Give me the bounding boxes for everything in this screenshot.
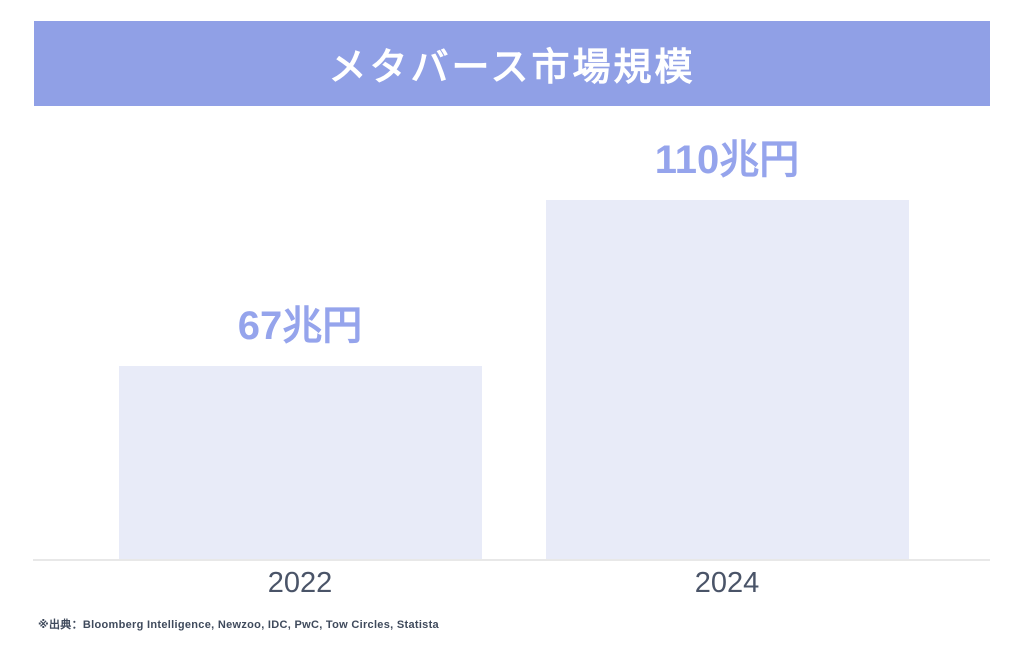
x-axis-line bbox=[33, 559, 990, 561]
bar-2024 bbox=[545, 200, 909, 559]
category-label-2024: 2024 bbox=[694, 567, 760, 599]
bar-2022 bbox=[118, 366, 482, 559]
bar-value-label-2022: 67兆円 bbox=[237, 304, 363, 348]
source-note: ※出典：Bloomberg Intelligence, Newzoo, IDC,… bbox=[38, 619, 439, 631]
page-title: メタバース市場規模 bbox=[328, 47, 696, 89]
bar-value-label-2024: 110兆円 bbox=[654, 138, 800, 182]
title-banner: メタバース市場規模 bbox=[34, 21, 990, 106]
category-label-2022: 2022 bbox=[267, 567, 333, 599]
